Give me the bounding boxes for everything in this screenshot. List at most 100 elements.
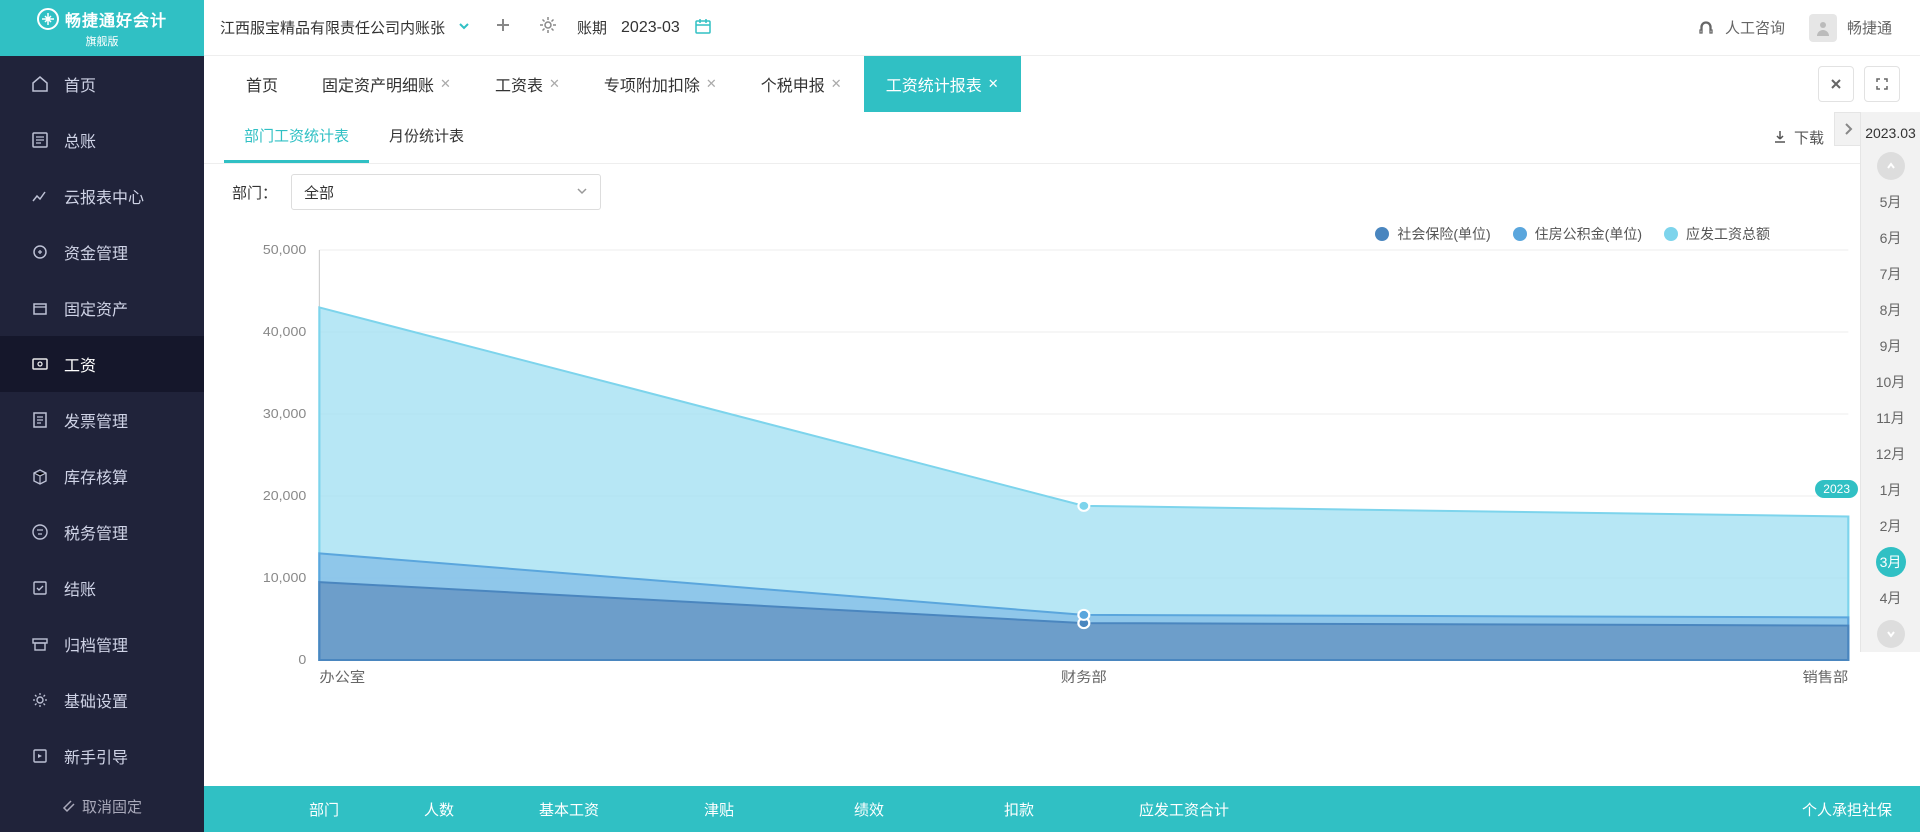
- add-icon[interactable]: [495, 17, 511, 38]
- month-cell[interactable]: 10月: [1861, 364, 1920, 400]
- close-period-icon: [30, 578, 50, 598]
- legend-item[interactable]: 应发工资总额: [1664, 224, 1770, 244]
- tab-专项附加扣除[interactable]: 专项附加扣除 ✕: [582, 56, 739, 112]
- sidebar-item-label: 云报表中心: [64, 184, 144, 208]
- month-cell[interactable]: 3月: [1861, 544, 1920, 580]
- company-name[interactable]: 江西服宝精品有限责任公司内账张: [220, 17, 445, 38]
- sidebar-pin-toggle[interactable]: 取消固定: [0, 784, 204, 828]
- legend-label: 应发工资总额: [1686, 224, 1770, 244]
- month-rail: 2023.035月6月7月8月9月10月11月12月1月2月3月4月: [1860, 112, 1920, 652]
- month-cell[interactable]: 7月: [1861, 256, 1920, 292]
- gear-icon[interactable]: [539, 16, 557, 39]
- svg-text:财务部: 财务部: [1061, 670, 1107, 686]
- svg-text:10,000: 10,000: [263, 571, 307, 585]
- month-next-button[interactable]: [1877, 620, 1905, 648]
- month-cell[interactable]: 6月: [1861, 220, 1920, 256]
- tab-label: 专项附加扣除: [604, 72, 700, 96]
- svg-text:销售部: 销售部: [1803, 670, 1849, 686]
- svg-text:50,000: 50,000: [263, 243, 307, 257]
- fullscreen-button[interactable]: [1864, 66, 1900, 102]
- sidebar-item-home[interactable]: 首页: [0, 56, 204, 112]
- tax-icon: [30, 522, 50, 542]
- user-name: 畅捷通: [1847, 17, 1892, 38]
- close-icon[interactable]: ✕: [440, 76, 451, 92]
- calendar-icon[interactable]: [694, 17, 712, 39]
- period-label: 账期: [577, 17, 607, 38]
- close-icon[interactable]: ✕: [706, 76, 717, 92]
- legend-dot: [1664, 227, 1678, 241]
- tab-首页[interactable]: 首页: [224, 56, 300, 112]
- close-icon[interactable]: ✕: [831, 76, 842, 92]
- guide-icon: [30, 746, 50, 766]
- close-tab-button[interactable]: [1818, 66, 1854, 102]
- salary-chart: 010,00020,00030,00040,00050,000办公室财务部销售部: [232, 220, 1892, 700]
- salary-icon: [30, 354, 50, 374]
- company-dropdown-icon[interactable]: [457, 19, 471, 37]
- sidebar-item-label: 资金管理: [64, 240, 128, 264]
- download-button[interactable]: 下载: [1772, 127, 1824, 148]
- month-cell[interactable]: 5月: [1861, 184, 1920, 220]
- table-col-header: 应发工资合计: [1094, 799, 1274, 820]
- sidebar-item-settings[interactable]: 基础设置: [0, 672, 204, 728]
- month-cell[interactable]: 9月: [1861, 328, 1920, 364]
- chevron-down-icon: [576, 184, 588, 201]
- tab-工资统计报表[interactable]: 工资统计报表 ✕: [864, 56, 1021, 112]
- subtab-月份统计表[interactable]: 月份统计表: [369, 112, 484, 163]
- table-col-header: 扣款: [944, 799, 1094, 820]
- invoice-icon: [30, 410, 50, 430]
- legend-dot: [1375, 227, 1389, 241]
- user-menu[interactable]: 畅捷通: [1809, 14, 1892, 42]
- archive-icon: [30, 634, 50, 654]
- sidebar-item-stock[interactable]: 库存核算: [0, 448, 204, 504]
- tab-工资表[interactable]: 工资表 ✕: [473, 56, 582, 112]
- table-col-header: 基本工资: [494, 799, 644, 820]
- legend-item[interactable]: 住房公积金(单位): [1513, 224, 1642, 244]
- tab-个税申报[interactable]: 个税申报✕: [739, 56, 864, 112]
- sidebar-item-label: 税务管理: [64, 520, 128, 544]
- table-col-header: 津贴: [644, 799, 794, 820]
- sidebar-item-label: 结账: [64, 576, 96, 600]
- subtab-部门工资统计表[interactable]: 部门工资统计表: [224, 112, 369, 163]
- month-cell[interactable]: 11月: [1861, 400, 1920, 436]
- department-select[interactable]: 全部: [291, 174, 601, 210]
- sidebar-item-label: 归档管理: [64, 632, 128, 656]
- legend-item[interactable]: 社会保险(单位): [1375, 224, 1490, 244]
- ledger-icon: [30, 130, 50, 150]
- sidebar-item-close-period[interactable]: 结账: [0, 560, 204, 616]
- sidebar-item-guide[interactable]: 新手引导: [0, 728, 204, 784]
- sidebar-item-salary[interactable]: 工资: [0, 336, 204, 392]
- chart-icon: [30, 186, 50, 206]
- sidebar-item-invoice[interactable]: 发票管理: [0, 392, 204, 448]
- close-icon[interactable]: ✕: [988, 76, 999, 92]
- tab-label: 工资表: [495, 72, 543, 96]
- month-cell[interactable]: 12月: [1861, 436, 1920, 472]
- sidebar-item-box[interactable]: 固定资产: [0, 280, 204, 336]
- support-link[interactable]: 人工咨询: [1697, 17, 1785, 38]
- svg-text:40,000: 40,000: [263, 325, 307, 339]
- tab-固定资产明细账[interactable]: 固定资产明细账 ✕: [300, 56, 473, 112]
- month-cell[interactable]: 1月: [1861, 472, 1920, 508]
- avatar-icon: [1809, 14, 1837, 42]
- period-value[interactable]: 2023-03: [621, 19, 680, 37]
- sidebar-item-archive[interactable]: 归档管理: [0, 616, 204, 672]
- month-rail-toggle[interactable]: [1834, 112, 1860, 146]
- month-prev-button[interactable]: [1877, 152, 1905, 180]
- department-value: 全部: [304, 182, 334, 203]
- sidebar-item-chart[interactable]: 云报表中心: [0, 168, 204, 224]
- sidebar-item-tax[interactable]: 税务管理: [0, 504, 204, 560]
- box-icon: [30, 298, 50, 318]
- tab-label: 首页: [246, 72, 278, 96]
- brand-edition: 旗舰版: [86, 33, 119, 49]
- home-icon: [30, 74, 50, 94]
- sidebar-item-wallet[interactable]: 资金管理: [0, 224, 204, 280]
- tab-label: 工资统计报表: [886, 72, 982, 96]
- month-cell[interactable]: 4月: [1861, 580, 1920, 616]
- svg-text:30,000: 30,000: [263, 407, 307, 421]
- sidebar-item-ledger[interactable]: 总账: [0, 112, 204, 168]
- tab-label: 固定资产明细账: [322, 72, 434, 96]
- table-col-header: 人数: [384, 799, 494, 820]
- close-icon[interactable]: ✕: [549, 76, 560, 92]
- month-cell[interactable]: 2月: [1861, 508, 1920, 544]
- filter-label: 部门：: [232, 182, 277, 203]
- month-cell[interactable]: 8月: [1861, 292, 1920, 328]
